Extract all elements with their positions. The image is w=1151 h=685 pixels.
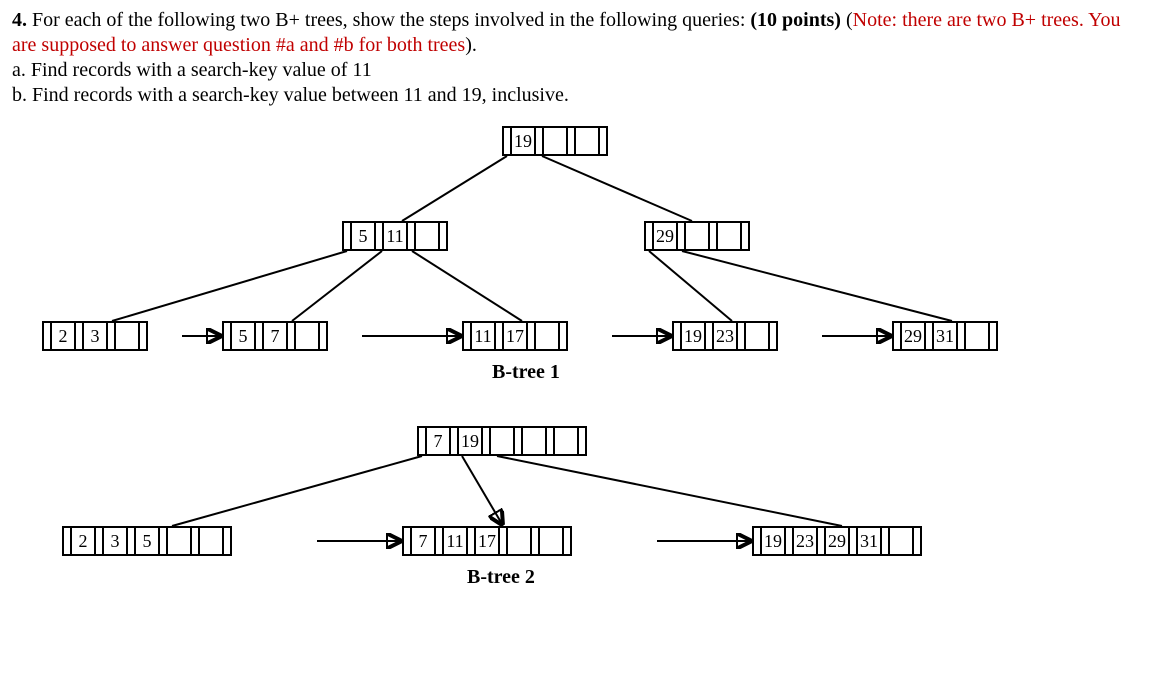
pointer-cell — [562, 526, 572, 556]
key-cell: 19 — [760, 526, 786, 556]
key-cell — [489, 426, 515, 456]
key-cell — [534, 321, 560, 351]
q-points: (10 points) — [750, 9, 841, 31]
btree1-diagram: 19 511 29 23 57 1117 1923 2931 B-tree 1 — [12, 126, 1132, 396]
key-cell: 17 — [502, 321, 528, 351]
key-cell: 3 — [102, 526, 128, 556]
key-cell: 19 — [680, 321, 706, 351]
btree1-internal-right: 29 — [644, 221, 750, 251]
key-cell — [542, 126, 568, 156]
key-cell: 31 — [932, 321, 958, 351]
pointer-cell — [988, 321, 998, 351]
btree2-leaf-b: 71117 — [402, 526, 572, 556]
q-part-b: b. Find records with a search-key value … — [12, 83, 1139, 108]
pointer-cell — [768, 321, 778, 351]
key-cell: 11 — [382, 221, 408, 251]
btree2-leaf-c: 19232931 — [752, 526, 922, 556]
btree1-leaf-d: 1923 — [672, 321, 778, 351]
key-cell: 29 — [824, 526, 850, 556]
btree1-wires — [12, 126, 1132, 396]
pointer-cell — [912, 526, 922, 556]
btree2-root: 719 — [417, 426, 587, 456]
key-cell — [198, 526, 224, 556]
q-note-close: ). — [465, 34, 477, 56]
key-cell: 23 — [712, 321, 738, 351]
pointer-cell — [577, 426, 587, 456]
pointer-cell — [740, 221, 750, 251]
btree1-leaf-e: 2931 — [892, 321, 998, 351]
key-cell — [744, 321, 770, 351]
key-cell — [414, 221, 440, 251]
key-cell — [506, 526, 532, 556]
key-cell — [114, 321, 140, 351]
q-lead: For each of the following two B+ trees, … — [32, 9, 750, 31]
btree1-internal-left: 511 — [342, 221, 448, 251]
key-cell — [684, 221, 710, 251]
key-cell: 5 — [134, 526, 160, 556]
key-cell: 23 — [792, 526, 818, 556]
btree2-leaf-a: 235 — [62, 526, 232, 556]
key-cell: 7 — [410, 526, 436, 556]
q-part-a: a. Find records with a search-key value … — [12, 58, 1139, 83]
btree2-diagram: 719 235 71117 19232931 B-tree 2 — [12, 426, 1132, 601]
key-cell: 2 — [70, 526, 96, 556]
btree1-caption: B-tree 1 — [492, 361, 560, 384]
btree1-leaf-a: 23 — [42, 321, 148, 351]
key-cell — [166, 526, 192, 556]
key-cell — [521, 426, 547, 456]
btree1-root: 19 — [502, 126, 608, 156]
key-cell: 19 — [457, 426, 483, 456]
key-cell: 31 — [856, 526, 882, 556]
pointer-cell — [558, 321, 568, 351]
key-cell: 7 — [262, 321, 288, 351]
btree2-caption: B-tree 2 — [467, 566, 535, 589]
pointer-cell — [222, 526, 232, 556]
key-cell — [888, 526, 914, 556]
key-cell: 5 — [350, 221, 376, 251]
pointer-cell — [598, 126, 608, 156]
key-cell: 2 — [50, 321, 76, 351]
key-cell: 11 — [442, 526, 468, 556]
key-cell: 29 — [652, 221, 678, 251]
key-cell: 17 — [474, 526, 500, 556]
q-note-open: ( — [841, 9, 853, 31]
pointer-cell — [138, 321, 148, 351]
key-cell: 11 — [470, 321, 496, 351]
key-cell — [294, 321, 320, 351]
question-block: 4. For each of the following two B+ tree… — [12, 8, 1139, 108]
pointer-cell — [318, 321, 328, 351]
key-cell — [574, 126, 600, 156]
key-cell — [964, 321, 990, 351]
key-cell: 29 — [900, 321, 926, 351]
pointer-cell — [438, 221, 448, 251]
key-cell: 5 — [230, 321, 256, 351]
key-cell — [538, 526, 564, 556]
key-cell: 3 — [82, 321, 108, 351]
key-cell: 19 — [510, 126, 536, 156]
q-number: 4. — [12, 9, 27, 31]
btree1-leaf-b: 57 — [222, 321, 328, 351]
key-cell: 7 — [425, 426, 451, 456]
btree1-leaf-c: 1117 — [462, 321, 568, 351]
key-cell — [553, 426, 579, 456]
key-cell — [716, 221, 742, 251]
